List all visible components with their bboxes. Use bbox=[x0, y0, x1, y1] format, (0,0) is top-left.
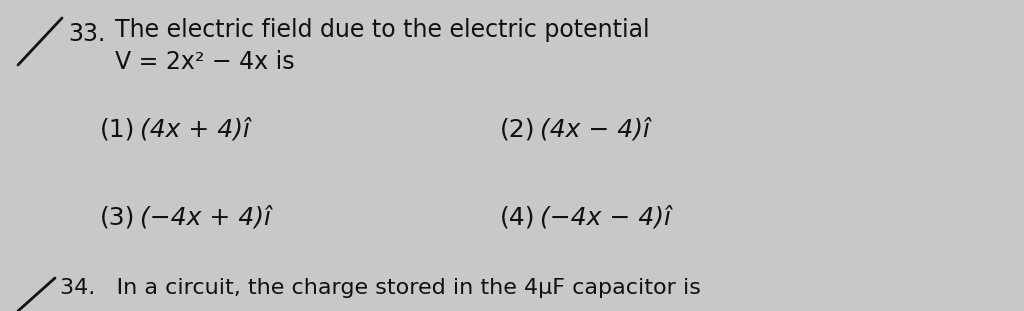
Text: The electric field due to the electric potential: The electric field due to the electric p… bbox=[115, 18, 649, 42]
Text: (−4x + 4)î: (−4x + 4)î bbox=[140, 205, 271, 229]
Text: (3): (3) bbox=[100, 205, 135, 229]
Text: V = 2x² − 4x is: V = 2x² − 4x is bbox=[115, 50, 295, 74]
Text: (2): (2) bbox=[500, 118, 536, 142]
Text: (4x + 4)î: (4x + 4)î bbox=[140, 118, 250, 142]
Text: 33.: 33. bbox=[68, 22, 105, 46]
Text: (4x − 4)î: (4x − 4)î bbox=[540, 118, 650, 142]
Text: (−4x − 4)î: (−4x − 4)î bbox=[540, 205, 671, 229]
Text: 34.   In a circuit, the charge stored in the 4μF capacitor is: 34. In a circuit, the charge stored in t… bbox=[60, 278, 700, 298]
Text: (1): (1) bbox=[100, 118, 135, 142]
Text: (4): (4) bbox=[500, 205, 536, 229]
